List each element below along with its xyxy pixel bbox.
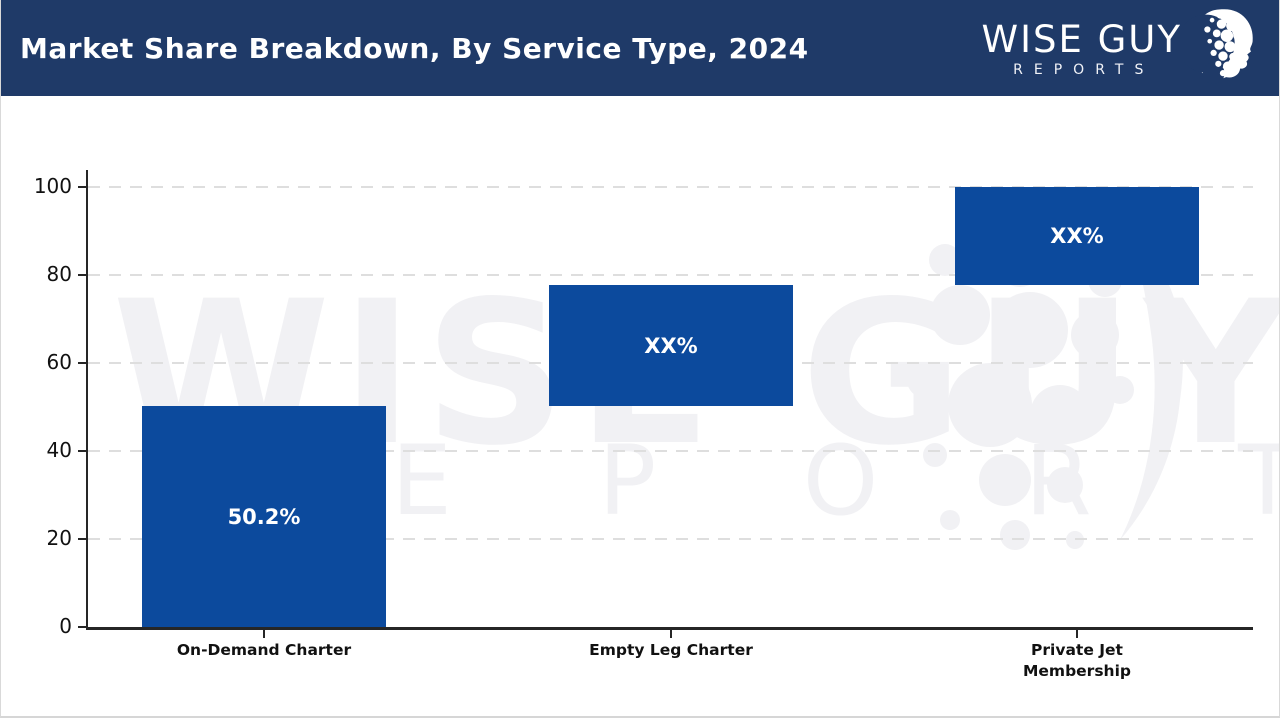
x-tick-mark-empty-leg-charter xyxy=(670,630,672,638)
bar-value-label: 50.2% xyxy=(227,504,301,529)
y-tick-label-20: 20 xyxy=(46,526,72,550)
gridline-y-80 xyxy=(88,274,1253,276)
chart-title: Market Share Breakdown, By Service Type,… xyxy=(20,31,809,65)
y-tick-mark-20 xyxy=(78,538,86,540)
gridline-y-100 xyxy=(88,186,1253,188)
logo-line1: WISE GUY xyxy=(981,18,1182,61)
bar-on-demand-charter: 50.2% xyxy=(142,406,386,627)
y-axis-line xyxy=(86,170,88,630)
y-tick-label-0: 0 xyxy=(59,614,72,638)
y-tick-mark-40 xyxy=(78,450,86,452)
bar-value-label: XX% xyxy=(1050,224,1104,249)
logo-line2: REPORTS xyxy=(1013,62,1155,78)
bar-value-label: XX% xyxy=(644,333,698,358)
bar-private-jet-membership: XX% xyxy=(955,187,1199,286)
gridline-y-20 xyxy=(88,538,1253,540)
y-tick-mark-0 xyxy=(78,626,86,628)
y-tick-label-100: 100 xyxy=(33,174,72,198)
y-tick-mark-100 xyxy=(78,186,86,188)
x-tick-mark-private-jet-membership xyxy=(1076,630,1078,638)
wise-guy-reports-logo: WISE GUY REPORTS xyxy=(982,6,1262,92)
gridline-y-40 xyxy=(88,450,1253,452)
y-tick-mark-60 xyxy=(78,362,86,364)
y-tick-label-40: 40 xyxy=(46,438,72,462)
x-category-label-on-demand-charter: On-Demand Charter xyxy=(176,641,352,659)
header-bar: Market Share Breakdown, By Service Type,… xyxy=(0,0,1280,96)
x-axis-line xyxy=(86,627,1253,630)
y-tick-mark-80 xyxy=(78,274,86,276)
y-tick-label-80: 80 xyxy=(46,262,72,286)
y-tick-label-60: 60 xyxy=(46,350,72,374)
dotted-head-icon xyxy=(1184,9,1253,85)
x-category-label-empty-leg-charter: Empty Leg Charter xyxy=(589,641,753,659)
logo-wordmark: WISE GUY REPORTS xyxy=(981,18,1182,79)
x-tick-mark-on-demand-charter xyxy=(263,630,265,638)
x-category-label-private-jet-membership: Private Jet Membership xyxy=(1022,641,1131,680)
bar-empty-leg-charter: XX% xyxy=(549,285,793,407)
